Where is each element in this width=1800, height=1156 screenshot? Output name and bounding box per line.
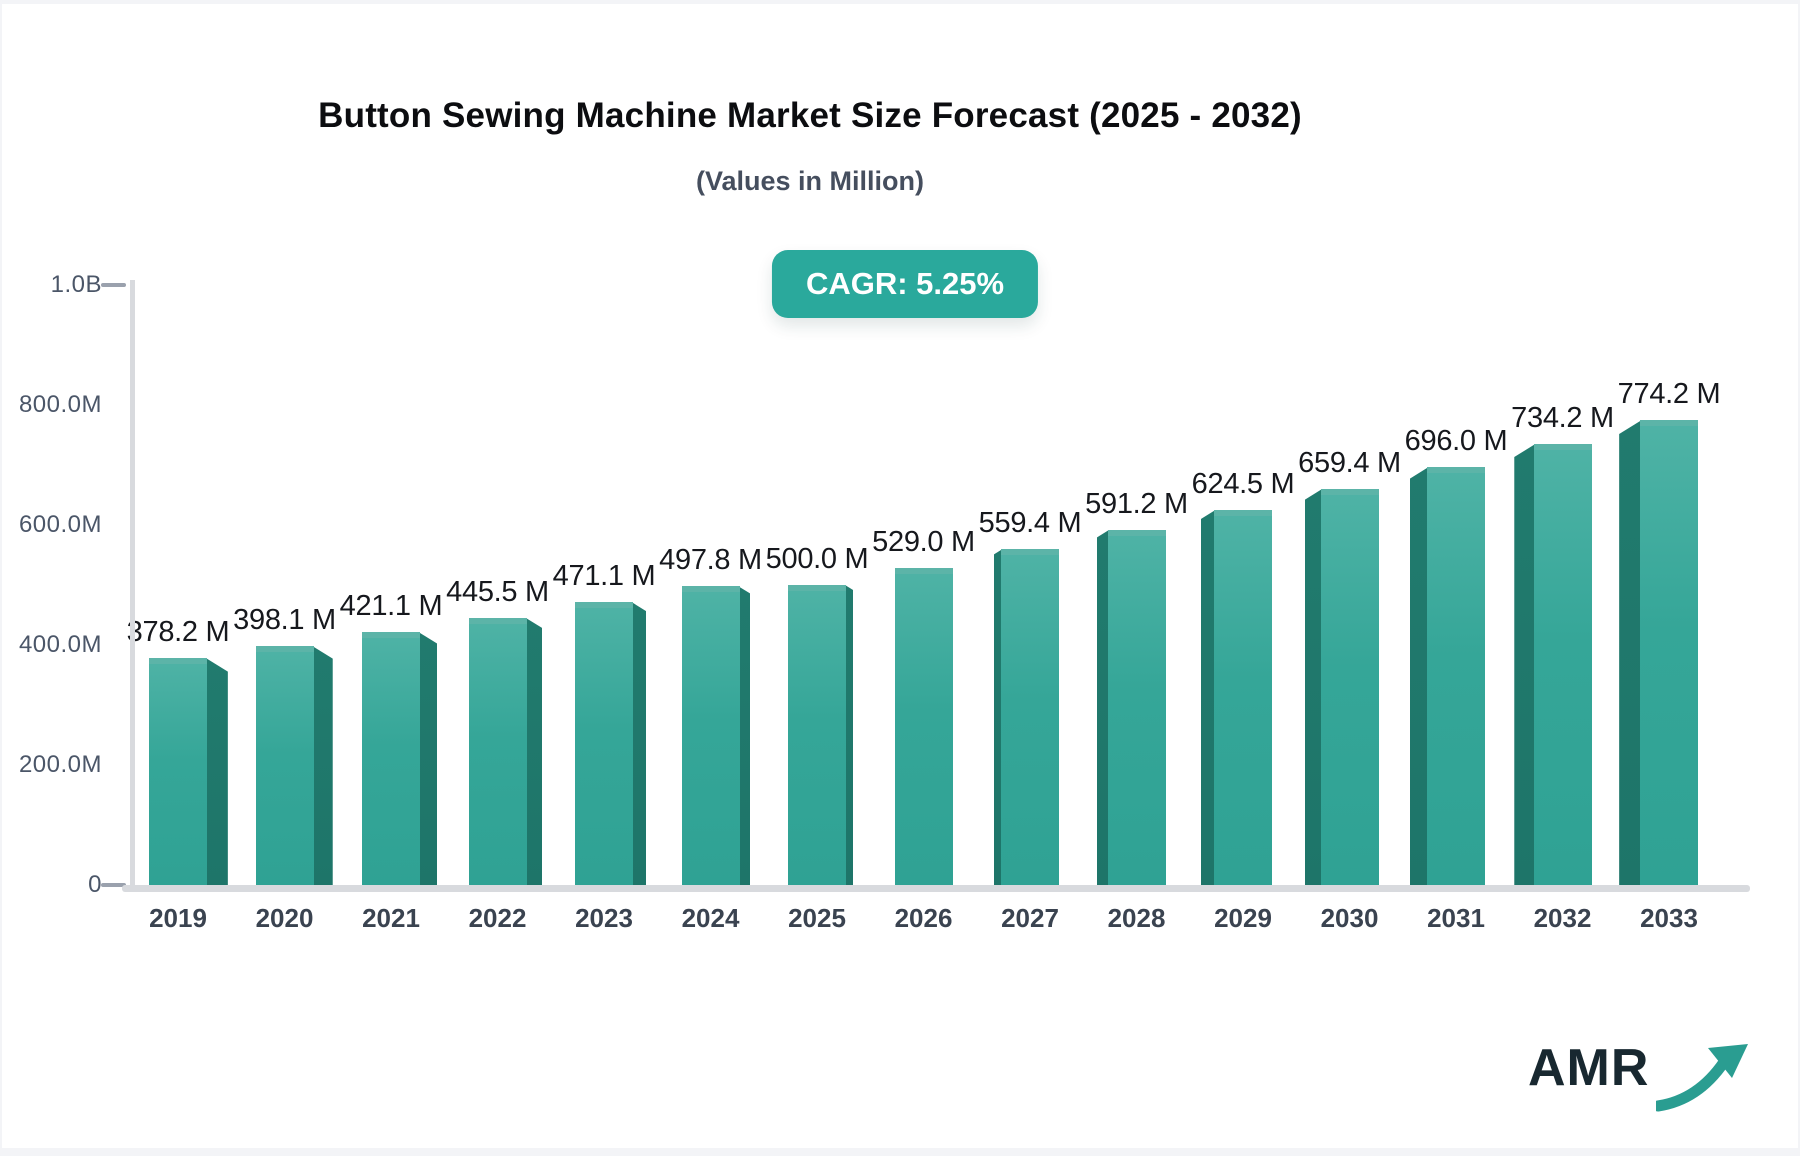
bar-value-label-2029: 624.5 M [1191,468,1295,501]
bar-value-label-2020: 398.1 M [233,604,336,637]
bar-top-face [1533,444,1592,451]
x-axis-label-2031: 2031 [1427,903,1485,933]
bar-side-face-2021 [419,632,438,885]
bar-2029 [1214,510,1272,885]
bar-top-face [362,632,420,639]
chart-title: Button Sewing Machine Market Size Foreca… [318,96,1302,135]
growth-arrow-icon [1656,1044,1748,1112]
y-axis-tick-label: 800.0M [18,391,102,418]
bar-2032 [1533,444,1592,885]
bar-top-face [894,567,953,574]
bar-side-face-2024 [738,586,751,885]
bar-value-label-2033: 774.2 M [1617,378,1721,411]
bar-value-label-2032: 734.2 M [1511,402,1614,435]
bar-side-face-2027 [993,549,1002,885]
bar-2028 [1107,530,1166,885]
cagr-badge: CAGR: 5.25% [771,250,1039,318]
bar-top-face [1214,510,1272,517]
bar-2033 [1640,420,1698,885]
y-axis-tick-label: 400.0M [18,631,102,658]
x-axis-label-2023: 2023 [575,903,633,933]
bar-value-label-2031: 696.0 M [1404,425,1508,458]
y-axis-tick-label: 1.0B [50,271,102,298]
x-axis-label-2030: 2030 [1320,903,1379,933]
bar-top-face [1320,489,1379,496]
bar-side-face-2023 [632,602,647,885]
bar-value-label-2023: 471.1 M [552,560,656,593]
bar-2022 [468,617,527,885]
x-axis-label-2032: 2032 [1533,903,1592,933]
bar-top-face [1107,530,1166,537]
amr-logo: AMR [1528,1030,1748,1120]
bar-side-face-2020 [312,646,333,885]
y-axis-tick-label: 0 [88,871,102,898]
x-axis-label-2026: 2026 [894,903,953,933]
y-axis-tick-mark [101,883,126,887]
bar-value-label-2019: 378.2 M [126,616,230,649]
bar-top-face [1427,467,1485,474]
bar-2026 [894,567,953,885]
bar-value-label-2027: 559.4 M [978,507,1082,540]
bar-value-label-2024: 497.8 M [659,544,762,577]
bar-top-face [575,602,633,609]
x-axis-label-2029: 2029 [1214,903,1272,933]
bar-2030 [1320,489,1379,885]
y-axis-line [130,280,135,892]
bar-2021 [362,632,420,885]
chart-subtitle: (Values in Million) [695,166,925,196]
bar-2023 [575,602,633,885]
bar-2024 [681,586,740,885]
x-axis-label-2022: 2022 [468,903,527,933]
bar-value-label-2021: 421.1 M [339,590,443,623]
bar-top-face [788,585,846,591]
bar-top-face [255,646,314,653]
bar-side-face-2033 [1619,420,1641,885]
bar-value-label-2025: 500.0 M [765,543,869,575]
x-axis-label-2033: 2033 [1640,903,1698,933]
bar-side-face-2032 [1514,444,1535,885]
bar-side-face-2029 [1200,510,1215,885]
x-axis-label-2024: 2024 [681,903,740,933]
x-axis-baseline [122,885,1750,892]
bar-side-face-2030 [1304,489,1322,885]
x-axis-label-2025: 2025 [788,903,846,933]
y-axis-tick-label: 600.0M [18,511,102,538]
bar-side-face-2028 [1096,530,1109,885]
x-axis-label-2020: 2020 [255,903,314,933]
x-axis-label-2028: 2028 [1107,903,1166,933]
bar-side-face-2022 [525,617,543,885]
bar-top-face [149,658,207,665]
x-axis-label-2021: 2021 [362,903,420,933]
x-axis-label-2027: 2027 [1001,903,1059,933]
bar-side-face-2025 [845,585,854,885]
bar-value-label-2026: 529.0 M [872,525,975,558]
y-axis-tick-mark [101,283,126,287]
x-axis-label-2019: 2019 [149,903,207,933]
bar-value-label-2028: 591.2 M [1085,488,1188,521]
bar-top-face [1001,549,1059,556]
bar-2019 [149,658,207,885]
bar-side-face-2019 [206,658,228,885]
bar-2025 [788,585,846,885]
bar-side-face-2031 [1409,467,1428,885]
bar-top-face [681,586,740,593]
bar-2027 [1001,549,1059,885]
bar-top-face [468,617,527,624]
y-axis-tick-label: 200.0M [18,751,102,778]
bar-2031 [1427,467,1485,885]
bar-value-label-2022: 445.5 M [446,575,549,608]
amr-logo-text: AMR [1528,1039,1650,1097]
bar-top-face [1640,420,1698,427]
bar-2020 [255,646,314,885]
bar-value-label-2030: 659.4 M [1298,447,1401,480]
